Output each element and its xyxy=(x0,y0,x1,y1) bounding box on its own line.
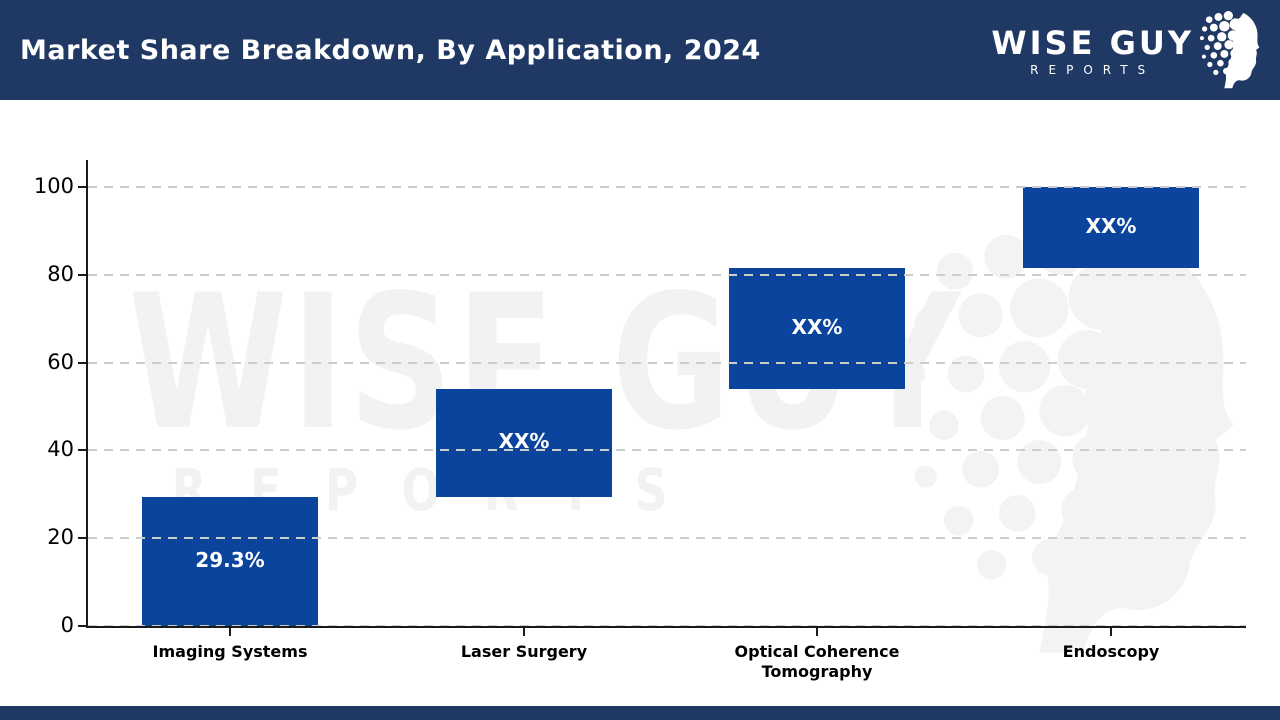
chart-title: Market Share Breakdown, By Application, … xyxy=(20,34,761,66)
footer-bar xyxy=(0,706,1280,720)
gridline-100 xyxy=(88,186,1246,188)
y-tick-label: 80 xyxy=(47,261,74,286)
x-tick-mark xyxy=(229,628,231,636)
y-tick-mark xyxy=(78,449,86,452)
x-tick-mark xyxy=(523,628,525,636)
y-tick-mark xyxy=(78,273,86,276)
y-tick-label: 100 xyxy=(33,174,74,198)
head-profile-icon xyxy=(1196,8,1262,92)
x-tick-mark xyxy=(816,628,818,636)
wise-guy-logo: WISE GUY REPORTS xyxy=(991,8,1262,92)
bar-2 xyxy=(436,388,612,498)
logo-line1: WISE GUY xyxy=(991,23,1194,62)
y-tick-mark xyxy=(78,537,86,540)
y-tick-mark xyxy=(78,186,86,188)
logo-line2: REPORTS xyxy=(1030,62,1156,77)
header-bar: Market Share Breakdown, By Application, … xyxy=(0,0,1280,100)
x-axis-line xyxy=(86,626,1246,628)
y-tick-mark xyxy=(78,625,86,627)
y-tick-label: 60 xyxy=(47,349,74,374)
chart-area: WISE GUY REPORTS 02040608010029.3%Imagin… xyxy=(0,100,1280,706)
x-category-label: Laser Surgery xyxy=(460,642,588,661)
bar-4 xyxy=(1023,187,1199,269)
x-category-label: Imaging Systems xyxy=(152,642,308,661)
y-axis-line xyxy=(86,160,88,628)
logo-text: WISE GUY REPORTS xyxy=(991,24,1194,77)
gridline-80 xyxy=(88,273,1246,276)
x-tick-mark xyxy=(1110,628,1112,636)
bar-value-label: XX% xyxy=(791,314,843,339)
bar-3 xyxy=(729,268,905,389)
gridline-20 xyxy=(88,537,1246,540)
gridline-60 xyxy=(88,361,1246,364)
y-tick-label: 20 xyxy=(47,525,74,550)
y-tick-label: 0 xyxy=(60,613,74,637)
bar-value-label: 29.3% xyxy=(195,547,265,572)
gridline-40 xyxy=(88,449,1246,452)
bar-value-label: XX% xyxy=(1085,213,1137,238)
x-category-label: Optical Coherence Tomography xyxy=(734,642,900,681)
x-category-label: Endoscopy xyxy=(1062,642,1160,661)
bar-1 xyxy=(142,497,318,626)
bar-value-label: XX% xyxy=(498,429,550,454)
y-tick-mark xyxy=(78,361,86,364)
y-tick-label: 40 xyxy=(47,437,74,462)
